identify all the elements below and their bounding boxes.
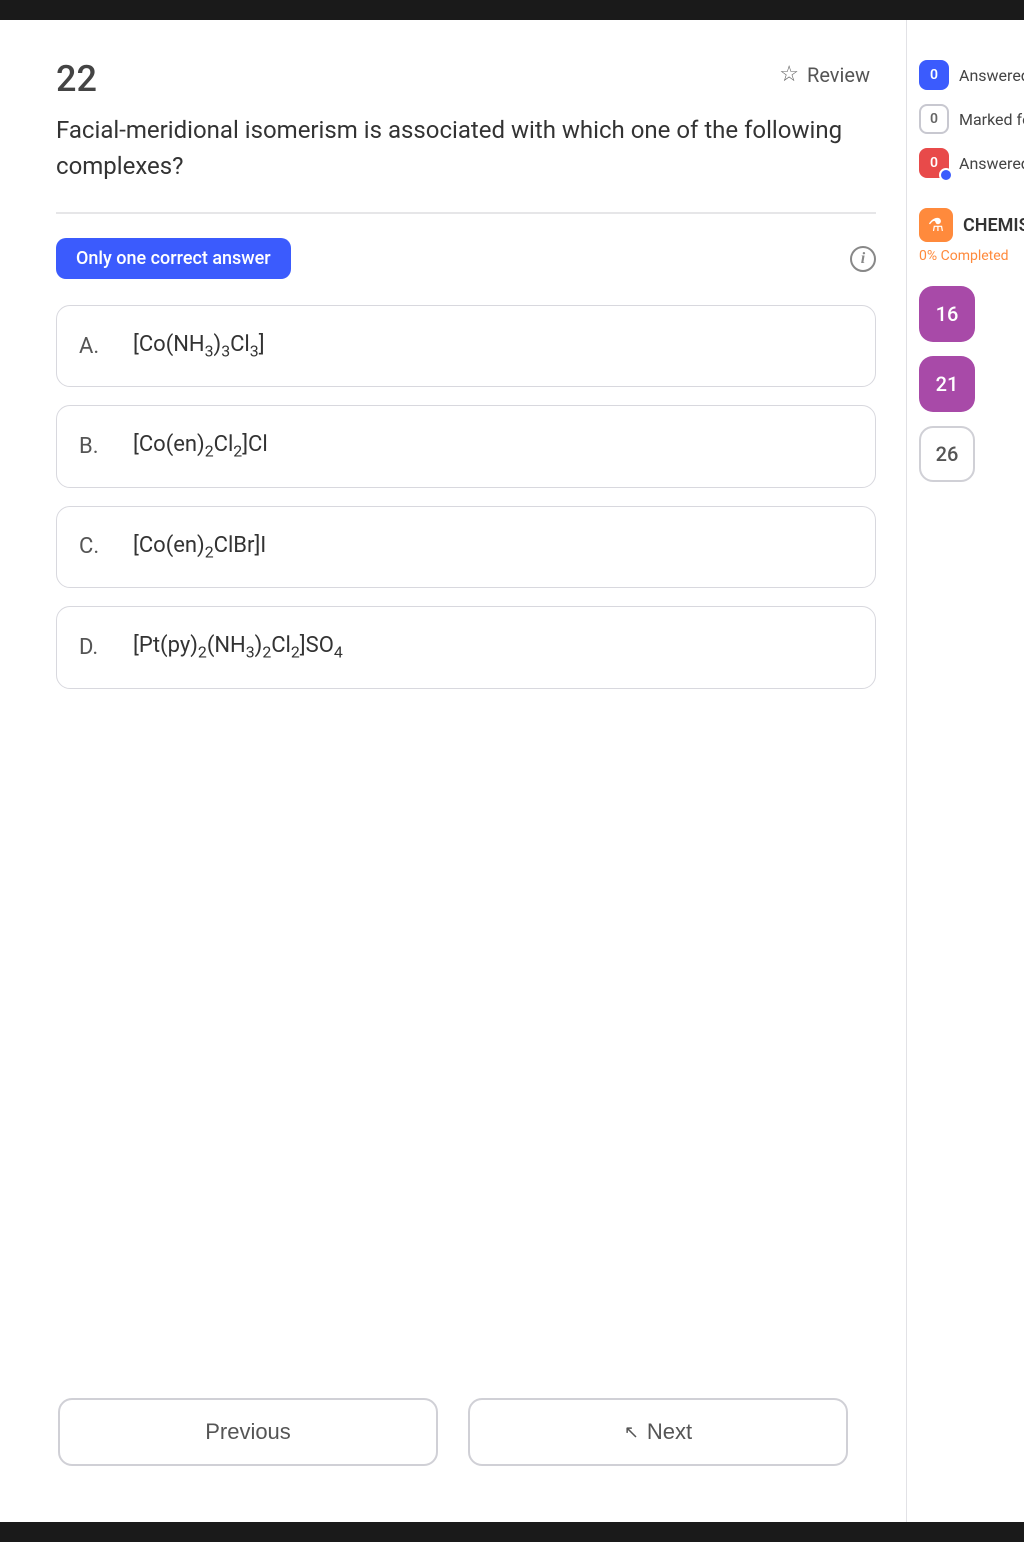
cursor-icon: ↖ (624, 1422, 639, 1443)
sidebar: 0 Answered 0 Marked for Revi 0 Answered and ⚗… (906, 20, 1024, 1522)
option-text: [Co(en)2ClBr]I (133, 533, 266, 561)
previous-button[interactable]: Previous (58, 1398, 438, 1466)
review-button[interactable]: ☆ Review (779, 62, 870, 87)
completed-text: 0% Completed (907, 248, 1009, 264)
question-grid-row: 26 (919, 426, 975, 482)
flask-icon: ⚗ (919, 208, 953, 242)
option-letter: B. (79, 434, 105, 459)
option-letter: C. (79, 534, 105, 559)
option-letter: D. (79, 635, 105, 660)
question-cell[interactable]: 16 (919, 286, 975, 342)
legend-badge: 0 (919, 148, 949, 178)
device-frame: 22 ☆ Review Facial-meridional isomerism … (0, 0, 1024, 1542)
instruction-row: Only one correct answer i (56, 238, 876, 279)
subject-row[interactable]: ⚗ CHEMISTRY (907, 208, 1024, 242)
legend-item: 0 Answered and (919, 148, 1024, 178)
options-list: A. [Co(NH3)3Cl3] B. [Co(en)2Cl2]Cl C. [Co(en)… (56, 305, 876, 689)
question-cell[interactable]: 26 (919, 426, 975, 482)
next-label: Next (647, 1419, 692, 1445)
option-text: [Co(NH3)3Cl3] (133, 332, 265, 360)
answer-option[interactable]: B. [Co(en)2Cl2]Cl (56, 405, 876, 487)
question-grid-row: 21 (919, 356, 975, 412)
question-grid: 16 21 26 (907, 286, 975, 482)
option-letter: A. (79, 334, 105, 359)
previous-label: Previous (205, 1419, 291, 1445)
legend-badge: 0 (919, 104, 949, 134)
option-text: [Pt(py)2(NH3)2Cl2]SO4 (133, 633, 343, 661)
next-button[interactable]: ↖ Next (468, 1398, 848, 1466)
answer-option[interactable]: D. [Pt(py)2(NH3)2Cl2]SO4 (56, 606, 876, 688)
legend-label: Marked for Revi (959, 110, 1024, 129)
legend: 0 Answered 0 Marked for Revi 0 Answered and (907, 60, 1024, 178)
subject-label: CHEMISTRY (963, 215, 1024, 236)
info-icon[interactable]: i (850, 246, 876, 272)
review-label: Review (807, 63, 870, 87)
legend-item: 0 Marked for Revi (919, 104, 1024, 134)
answer-option[interactable]: A. [Co(NH3)3Cl3] (56, 305, 876, 387)
footer-nav: Previous ↖ Next (0, 1398, 906, 1466)
legend-item: 0 Answered (919, 60, 1024, 90)
question-text: Facial-meridional isomerism is associate… (56, 112, 876, 184)
answer-option[interactable]: C. [Co(en)2ClBr]I (56, 506, 876, 588)
legend-badge: 0 (919, 60, 949, 90)
question-number: 22 (56, 58, 876, 100)
legend-label: Answered and (959, 154, 1024, 173)
question-cell[interactable]: 21 (919, 356, 975, 412)
main-panel: 22 ☆ Review Facial-meridional isomerism … (0, 20, 906, 1522)
star-icon: ☆ (779, 62, 799, 87)
legend-label: Answered (959, 66, 1024, 85)
divider (56, 212, 876, 214)
question-grid-row: 16 (919, 286, 975, 342)
option-text: [Co(en)2Cl2]Cl (133, 432, 268, 460)
answer-type-badge: Only one correct answer (56, 238, 291, 279)
screen: 22 ☆ Review Facial-meridional isomerism … (0, 20, 1024, 1522)
